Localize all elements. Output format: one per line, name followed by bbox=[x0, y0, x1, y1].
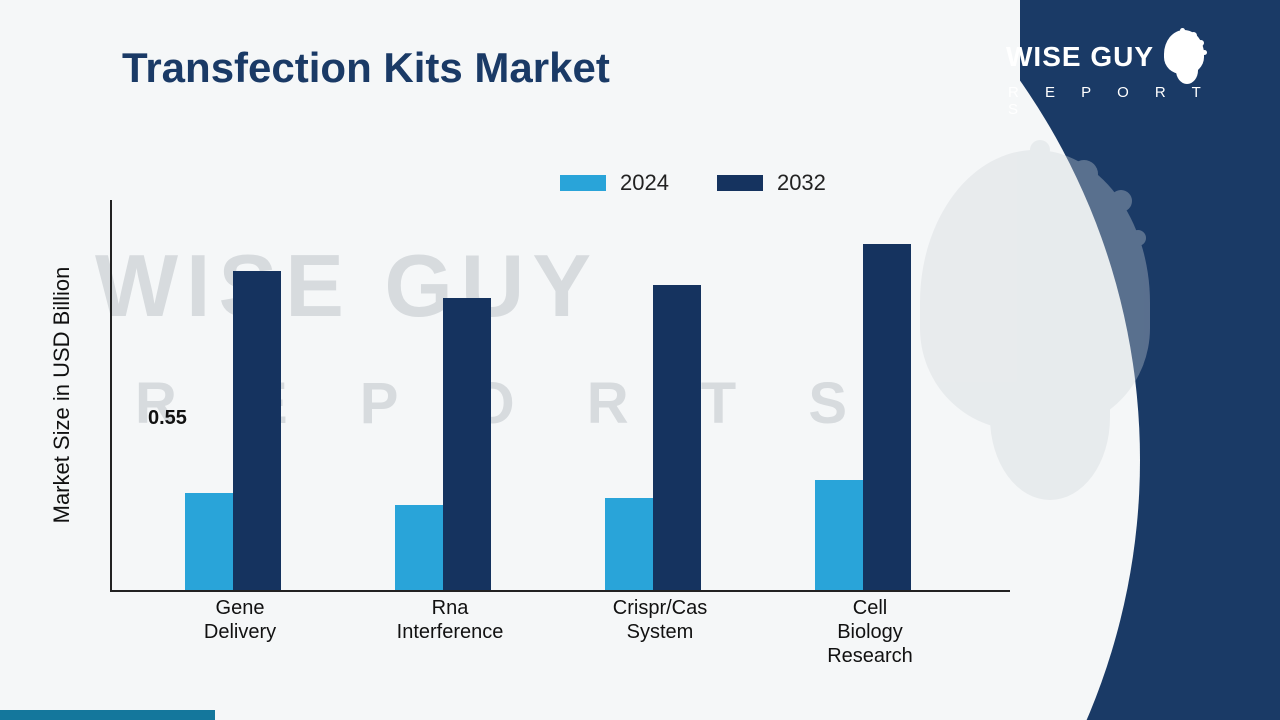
bar-2024 bbox=[185, 493, 233, 591]
chart-legend: 2024 2032 bbox=[560, 170, 826, 196]
legend-item-2032: 2032 bbox=[717, 170, 826, 196]
bottom-accent-bar bbox=[0, 710, 215, 720]
bar-2024 bbox=[605, 498, 653, 590]
x-axis-line bbox=[110, 590, 1010, 592]
bar-2032 bbox=[443, 298, 491, 591]
legend-label-2032: 2032 bbox=[777, 170, 826, 196]
brand-line2: R E P O R T S bbox=[1008, 84, 1246, 118]
legend-swatch-2024 bbox=[560, 175, 606, 191]
legend-swatch-2032 bbox=[717, 175, 763, 191]
bar-2024 bbox=[395, 505, 443, 590]
brand-logo: WISE GUY R E P O R T S bbox=[1006, 28, 1246, 118]
y-axis-line bbox=[110, 200, 112, 590]
brand-head-icon bbox=[1160, 28, 1212, 86]
y-axis-label: Market Size in USD Billion bbox=[49, 267, 75, 524]
brand-line1: WISE GUY bbox=[1006, 41, 1154, 73]
category-label: Crispr/Cas System bbox=[613, 596, 707, 644]
bar-2024 bbox=[815, 480, 863, 590]
first-bar-value-label: 0.55 bbox=[148, 407, 187, 430]
chart-title: Transfection Kits Market bbox=[122, 44, 610, 92]
category-label: Rna Interference bbox=[397, 596, 504, 644]
category-label: Gene Delivery bbox=[204, 596, 276, 644]
legend-label-2024: 2024 bbox=[620, 170, 669, 196]
infographic-canvas: WISE GUY R E P O R T S Transfection Kits… bbox=[0, 0, 1280, 720]
legend-item-2024: 2024 bbox=[560, 170, 669, 196]
bar-chart: Market Size in USD Billion 0.55 Gene Del… bbox=[110, 200, 1010, 620]
bar-2032 bbox=[653, 285, 701, 590]
bar-2032 bbox=[233, 271, 281, 590]
category-label: Cell Biology Research bbox=[827, 596, 913, 668]
bar-2032 bbox=[863, 244, 911, 590]
